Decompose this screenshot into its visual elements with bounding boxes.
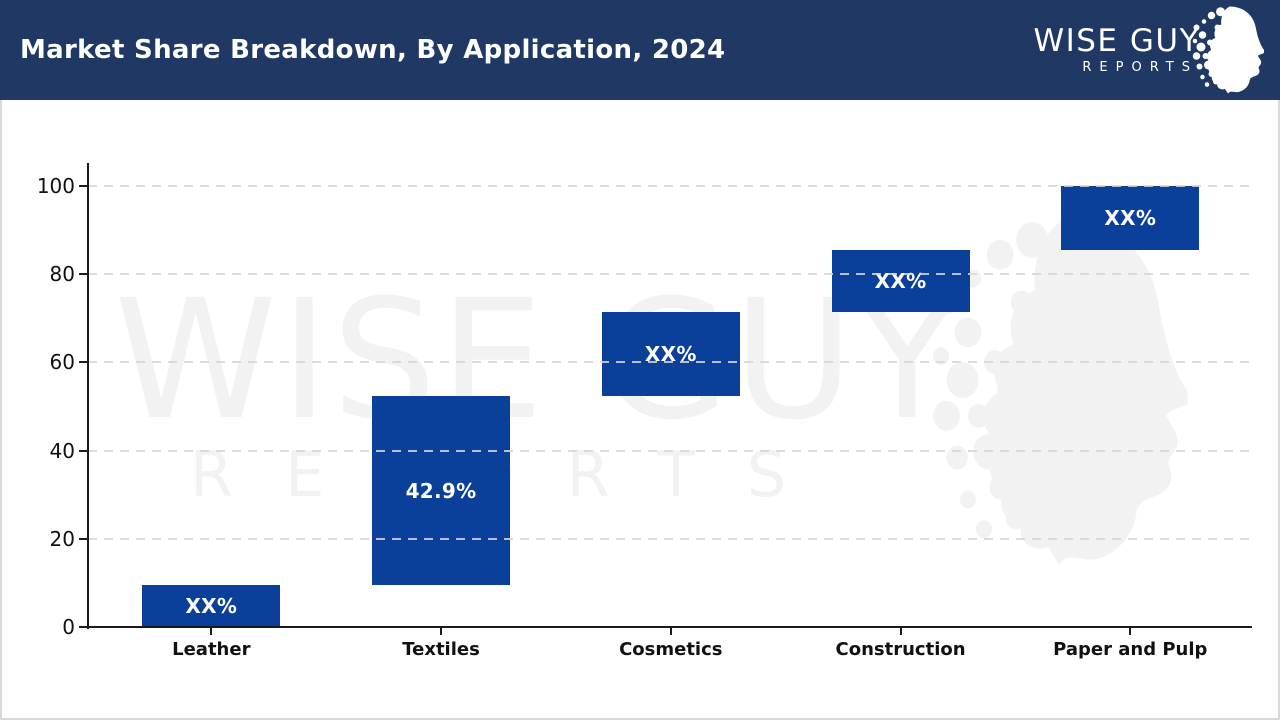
gridline: [88, 449, 1252, 452]
category-label: Textiles: [402, 639, 480, 660]
y-tick-mark: [79, 449, 87, 452]
logo-text: WISE GUY REPORTS: [1033, 25, 1200, 75]
gridline: [88, 185, 1252, 187]
bar-segment: XX%: [601, 312, 740, 396]
wiseguy-logo: WISE GUY REPORTS: [1033, 5, 1270, 95]
y-axis-spine: [87, 163, 89, 629]
header-bar: Market Share Breakdown, By Application, …: [0, 0, 1280, 100]
x-tick-mark: [1129, 628, 1132, 635]
y-tick-label: 80: [49, 262, 75, 287]
gridline: [88, 537, 1252, 540]
category-label: Paper and Pulp: [1053, 639, 1208, 660]
watermark-wordmark: WISE GUY: [114, 264, 961, 456]
y-tick-mark: [79, 537, 87, 540]
gridline: [88, 361, 1252, 364]
page-title: Market Share Breakdown, By Application, …: [20, 35, 726, 65]
bar-value-label: XX%: [1104, 206, 1157, 231]
category-label: Leather: [172, 639, 251, 660]
bar-segment: XX%: [142, 585, 281, 627]
y-tick-label: 20: [49, 526, 75, 551]
y-tick-mark: [79, 273, 87, 276]
x-axis-spine: [87, 626, 1252, 628]
category-label: Construction: [835, 639, 966, 660]
bar-value-label: XX%: [185, 594, 238, 619]
category-label: Cosmetics: [619, 639, 723, 660]
y-tick-mark: [79, 361, 87, 364]
x-tick-mark: [899, 628, 902, 635]
bar-segment: XX%: [831, 250, 970, 313]
y-tick-mark: [79, 626, 87, 628]
gridline: [88, 273, 1252, 276]
logo-head-icon: [1192, 6, 1264, 94]
logo-reports-label: REPORTS: [1082, 59, 1198, 75]
bar-segment: 42.9%: [372, 395, 511, 586]
y-tick-label: 60: [49, 350, 75, 375]
x-tick-mark: [669, 628, 672, 635]
x-tick-mark: [440, 628, 443, 635]
bar-value-label: 42.9%: [405, 478, 477, 503]
y-tick-label: 100: [36, 174, 75, 198]
y-tick-mark: [79, 185, 87, 187]
y-tick-label: 40: [49, 438, 75, 463]
x-tick-mark: [210, 628, 213, 635]
logo-wordmark: WISE GUY: [1033, 23, 1200, 60]
y-tick-label: 0: [62, 615, 75, 639]
bar-segment: XX%: [1061, 186, 1200, 251]
